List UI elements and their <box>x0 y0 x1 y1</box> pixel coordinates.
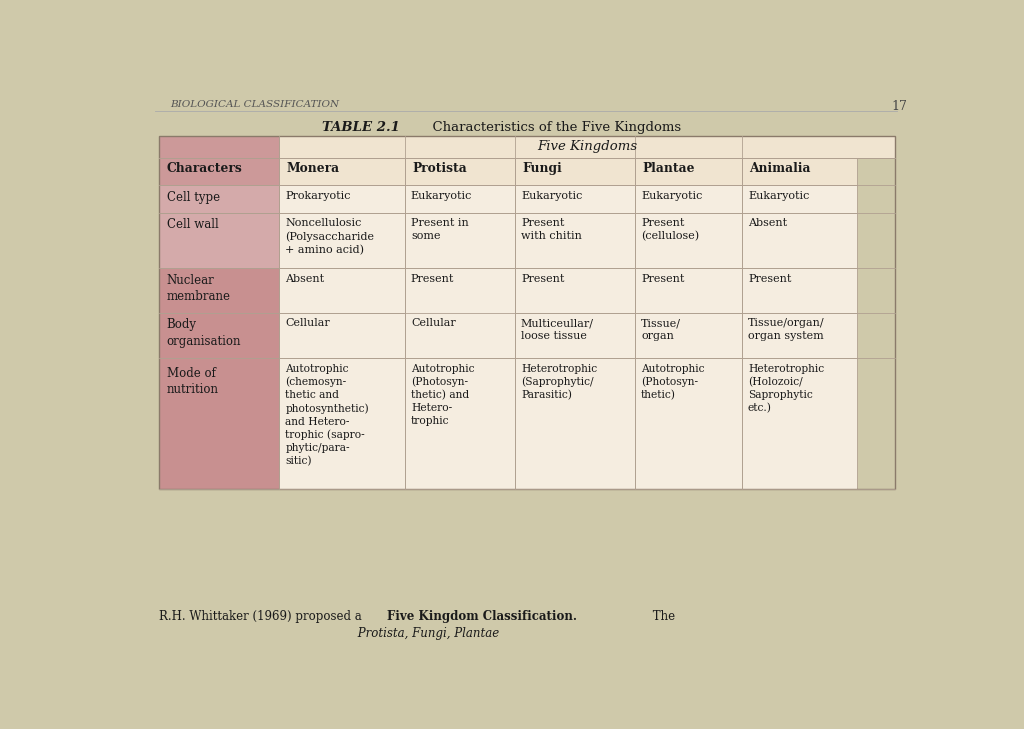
Text: TABLE 2.1: TABLE 2.1 <box>322 121 399 134</box>
Bar <box>404 157 515 185</box>
Text: 17: 17 <box>891 100 907 113</box>
Text: Protista, Fungi, Plantae: Protista, Fungi, Plantae <box>159 627 500 640</box>
Bar <box>404 213 515 268</box>
Text: Cell wall: Cell wall <box>167 219 218 231</box>
Bar <box>404 268 515 358</box>
Text: Autotrophic
(Photosyn-
thetic): Autotrophic (Photosyn- thetic) <box>641 364 705 401</box>
Text: Noncellulosic
(Polysaccharide
+ amino acid): Noncellulosic (Polysaccharide + amino ac… <box>286 219 375 255</box>
Text: Present
with chitin: Present with chitin <box>521 219 582 241</box>
Bar <box>741 185 856 213</box>
Bar <box>159 358 280 488</box>
Text: Present: Present <box>748 274 792 284</box>
Text: Protista: Protista <box>413 162 467 175</box>
Bar <box>280 213 404 268</box>
Bar <box>280 358 404 488</box>
Text: Multiceullar/
loose tissue: Multiceullar/ loose tissue <box>521 319 594 341</box>
Text: Autotrophic
(Photosyn-
thetic) and
Hetero-
trophic: Autotrophic (Photosyn- thetic) and Heter… <box>411 364 474 426</box>
Bar <box>515 313 635 358</box>
Text: BIOLOGICAL CLASSIFICATION: BIOLOGICAL CLASSIFICATION <box>171 100 340 109</box>
Bar <box>741 157 856 185</box>
Bar <box>515 185 635 213</box>
Text: Plantae: Plantae <box>643 162 695 175</box>
Bar <box>635 358 741 488</box>
Bar <box>280 185 404 213</box>
Bar <box>635 185 741 213</box>
Text: Absent: Absent <box>286 274 325 284</box>
Text: Tissue/organ/
organ system: Tissue/organ/ organ system <box>748 319 824 341</box>
Bar <box>159 313 280 358</box>
Bar <box>515 213 635 268</box>
Text: Mode of
nutrition: Mode of nutrition <box>167 367 219 397</box>
Bar <box>404 358 515 488</box>
Bar <box>280 136 895 157</box>
Text: Cell type: Cell type <box>167 191 220 203</box>
Text: Eukaryotic: Eukaryotic <box>411 191 472 200</box>
Bar <box>515 157 635 185</box>
Bar <box>741 358 856 488</box>
Bar <box>741 313 856 358</box>
Text: Body
organisation: Body organisation <box>167 319 242 348</box>
Text: Autotrophic
(chemosyn-
thetic and
photosynthetic)
and Hetero-
trophic (sapro-
ph: Autotrophic (chemosyn- thetic and photos… <box>286 364 369 467</box>
Text: Five Kingdom Classification.: Five Kingdom Classification. <box>387 610 577 623</box>
Text: Eukaryotic: Eukaryotic <box>748 191 809 200</box>
Bar <box>635 268 741 313</box>
Bar <box>635 313 741 358</box>
Text: Prokaryotic: Prokaryotic <box>286 191 351 200</box>
Bar <box>635 213 741 268</box>
Bar <box>159 136 895 488</box>
Text: Absent: Absent <box>748 219 787 228</box>
Bar <box>635 157 741 185</box>
Text: Present: Present <box>641 274 684 284</box>
Bar <box>280 268 404 313</box>
Bar <box>741 213 856 268</box>
Text: Heterotrophic
(Saprophytic/
Parasitic): Heterotrophic (Saprophytic/ Parasitic) <box>521 364 597 401</box>
Text: Fungi: Fungi <box>522 162 562 175</box>
Text: Present in
some: Present in some <box>411 219 469 241</box>
Text: Eukaryotic: Eukaryotic <box>521 191 583 200</box>
Text: Monera: Monera <box>287 162 340 175</box>
Bar <box>159 136 280 157</box>
Bar <box>404 185 515 213</box>
Text: Characters: Characters <box>167 162 243 175</box>
Text: Cellular: Cellular <box>286 319 330 329</box>
Text: Tissue/
organ: Tissue/ organ <box>641 319 681 341</box>
Text: Present: Present <box>411 274 455 284</box>
Bar <box>515 268 635 313</box>
Text: Eukaryotic: Eukaryotic <box>641 191 702 200</box>
Text: Cellular: Cellular <box>411 319 456 329</box>
Text: Animalia: Animalia <box>750 162 811 175</box>
Bar <box>515 358 635 488</box>
Bar <box>159 185 280 213</box>
Bar <box>159 157 280 185</box>
Text: R.H. Whittaker (1969) proposed a: R.H. Whittaker (1969) proposed a <box>159 610 366 623</box>
Bar <box>280 313 404 358</box>
Bar <box>280 157 404 185</box>
Bar <box>159 213 280 268</box>
Text: The: The <box>649 610 675 623</box>
Text: Present: Present <box>521 274 564 284</box>
Bar <box>159 268 280 313</box>
Text: Nuclear
membrane: Nuclear membrane <box>167 274 230 303</box>
Text: Present
(cellulose): Present (cellulose) <box>641 219 699 241</box>
Text: Five Kingdoms: Five Kingdoms <box>538 140 637 153</box>
Text: Characteristics of the Five Kingdoms: Characteristics of the Five Kingdoms <box>424 121 681 134</box>
Bar <box>741 268 856 313</box>
Text: Heterotrophic
(Holozoic/
Saprophytic
etc.): Heterotrophic (Holozoic/ Saprophytic etc… <box>748 364 824 413</box>
